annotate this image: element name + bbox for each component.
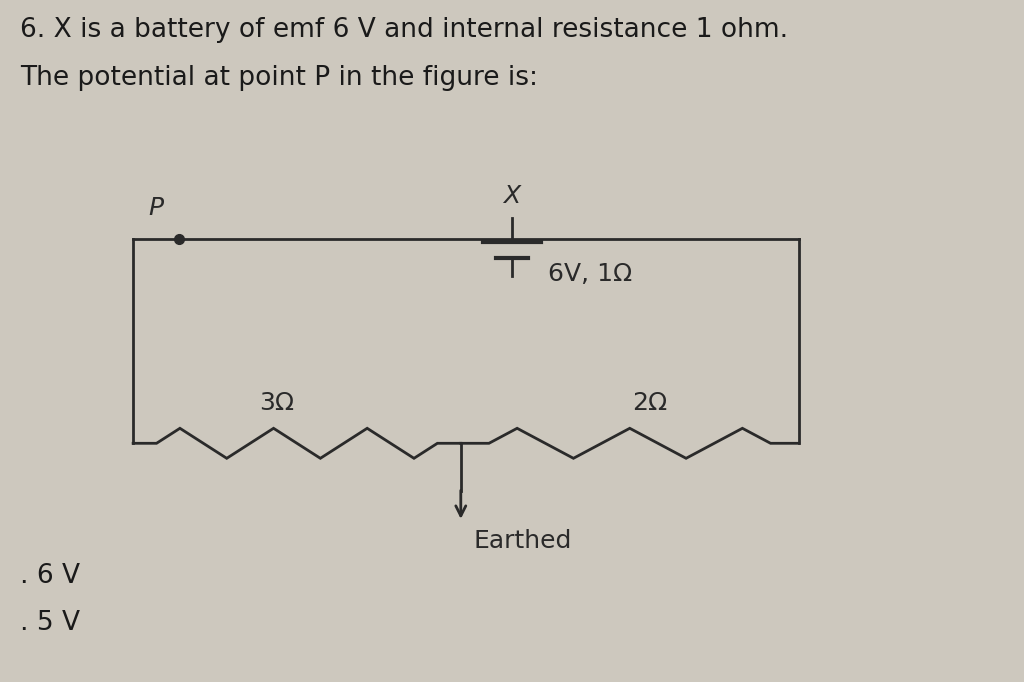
Text: . 6 V: . 6 V <box>20 563 81 589</box>
Text: The potential at point P in the figure is:: The potential at point P in the figure i… <box>20 65 539 91</box>
Text: . 5 V: . 5 V <box>20 610 81 636</box>
Text: P: P <box>148 196 164 220</box>
Text: 6V, 1Ω: 6V, 1Ω <box>548 262 632 286</box>
Text: 3Ω: 3Ω <box>259 391 294 415</box>
Text: Earthed: Earthed <box>473 529 571 552</box>
Text: 6. X is a battery of emf 6 V and internal resistance 1 ohm.: 6. X is a battery of emf 6 V and interna… <box>20 17 788 43</box>
Text: X: X <box>504 184 520 208</box>
Text: 2Ω: 2Ω <box>633 391 668 415</box>
